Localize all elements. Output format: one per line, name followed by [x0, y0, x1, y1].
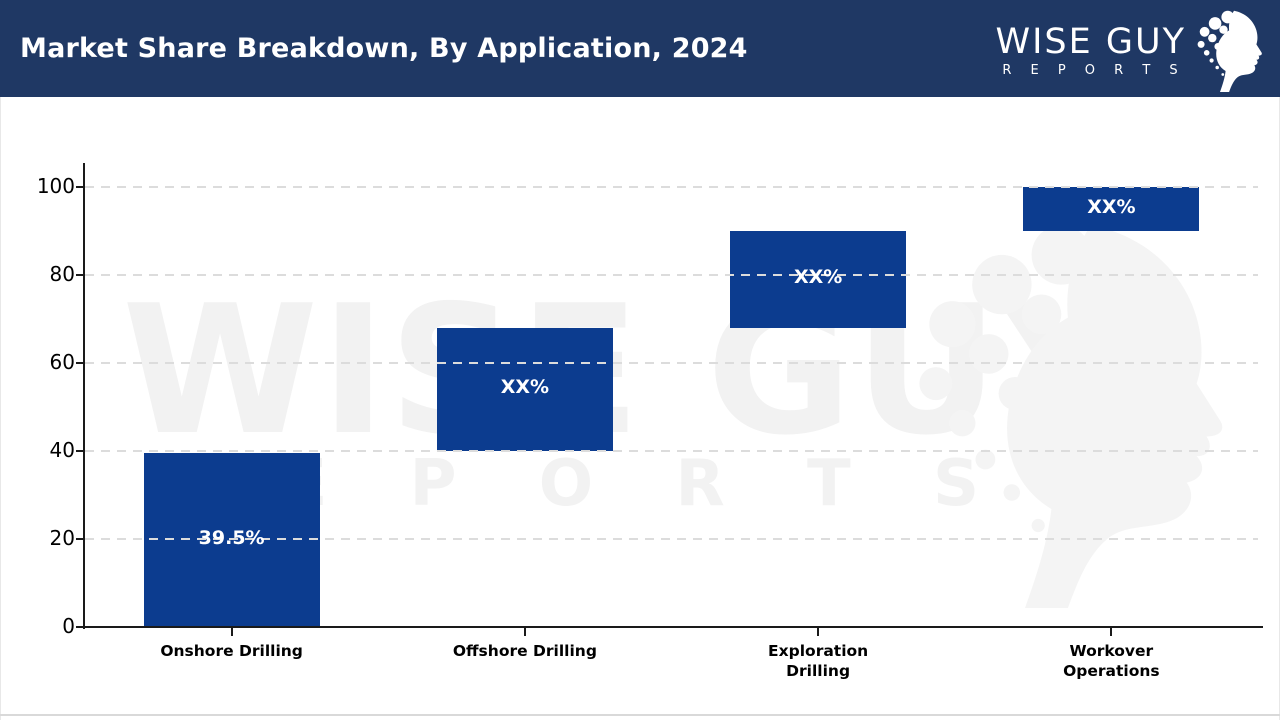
y-tick-label-0: 0: [62, 614, 75, 638]
x-label-offshore-drilling: Offshore Drilling: [415, 641, 635, 661]
y-tick-mark-40: [76, 450, 85, 452]
x-label-line: Workover: [1069, 642, 1154, 660]
bar-value-label-offshore-drilling: XX%: [500, 376, 550, 399]
left-edge-border: [0, 97, 1, 720]
gridline-80: [85, 274, 1258, 276]
bar-exploration-drilling: [730, 231, 907, 328]
bar-value-label-exploration-drilling: XX%: [793, 266, 843, 289]
bottom-divider: [0, 714, 1280, 716]
y-tick-mark-0: [76, 626, 85, 628]
y-tick-label-100: 100: [36, 174, 75, 198]
page-title: Market Share Breakdown, By Application, …: [20, 33, 748, 64]
x-label-line: Operations: [1063, 662, 1160, 680]
gridline-20: [85, 538, 1258, 540]
brand-subtitle: R E P O R T S: [1002, 62, 1186, 78]
y-tick-mark-100: [76, 186, 85, 188]
header: Market Share Breakdown, By Application, …: [0, 0, 1280, 97]
bar-value-label-onshore-drilling: 39.5%: [198, 527, 265, 550]
bar-onshore-drilling: [143, 453, 320, 627]
y-tick-label-20: 20: [49, 526, 75, 550]
bar-workover-operations: [1023, 187, 1200, 231]
gridline-40: [85, 450, 1258, 452]
gridline-100: [85, 186, 1258, 188]
x-tick-mark-offshore-drilling: [523, 628, 526, 636]
y-tick-label-40: 40: [49, 438, 75, 462]
x-tick-mark-workover-operations: [1110, 628, 1113, 636]
x-axis: [83, 626, 1263, 628]
y-tick-mark-80: [76, 274, 85, 276]
x-label-exploration-drilling: Exploration Drilling: [708, 641, 928, 681]
y-tick-mark-20: [76, 538, 85, 540]
brand-name: WISE GUY: [995, 21, 1186, 62]
y-axis: [83, 163, 85, 629]
x-label-line: Drilling: [786, 662, 851, 680]
watermark-head-icon: [872, 212, 1244, 608]
brand-head-icon: [1188, 8, 1266, 92]
y-tick-mark-60: [76, 362, 85, 364]
brand-logo: WISE GUY R E P O R T S: [995, 8, 1266, 92]
x-label-line: Onshore Drilling: [160, 642, 303, 660]
x-label-onshore-drilling: Onshore Drilling: [122, 641, 342, 661]
x-label-workover-operations: Workover Operations: [1001, 641, 1221, 681]
bar-offshore-drilling: [436, 327, 613, 451]
x-tick-mark-onshore-drilling: [230, 628, 233, 636]
x-label-line: Exploration: [768, 642, 869, 660]
x-tick-mark-exploration-drilling: [817, 628, 820, 636]
bar-value-label-workover-operations: XX%: [1087, 196, 1136, 218]
brand-text: WISE GUY R E P O R T S: [995, 23, 1186, 78]
y-tick-label-60: 60: [49, 350, 75, 374]
y-tick-label-80: 80: [49, 262, 75, 286]
gridline-60: [85, 362, 1258, 364]
x-label-line: Offshore Drilling: [452, 642, 597, 660]
